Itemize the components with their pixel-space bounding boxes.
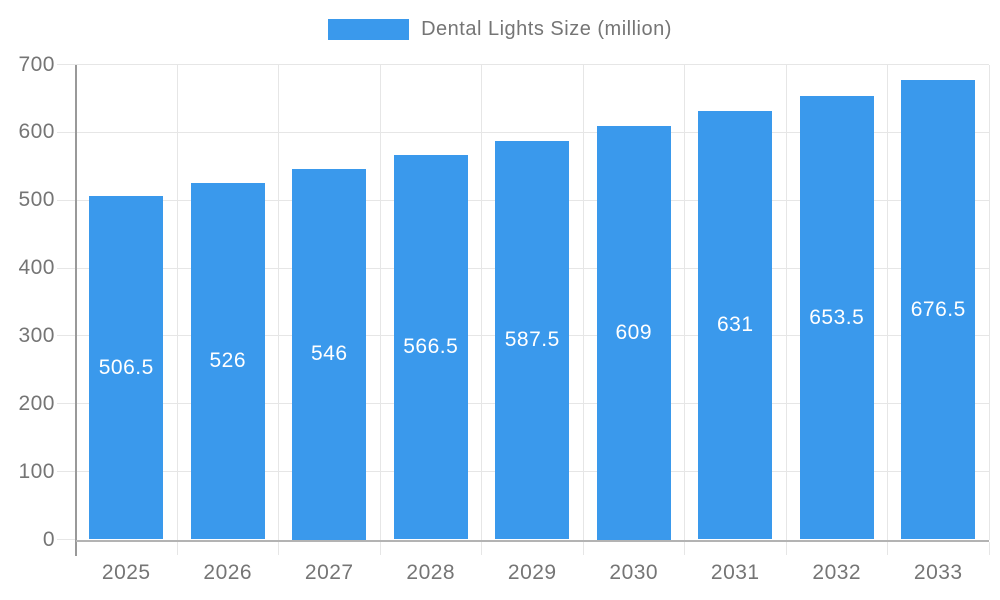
bar-value-label: 609 xyxy=(615,320,653,344)
y-axis-label: 0 xyxy=(42,527,55,551)
gridline-vertical xyxy=(379,64,381,540)
x-axis-baseline xyxy=(75,539,989,542)
bar[interactable] xyxy=(698,111,773,540)
gridline-vertical xyxy=(176,64,178,540)
bar-value-label: 653.5 xyxy=(809,305,865,329)
x-axis-tick xyxy=(379,541,381,555)
x-axis-label: 2029 xyxy=(507,561,557,584)
bar[interactable] xyxy=(799,96,874,540)
y-axis-tick xyxy=(57,539,76,540)
bar-value-label: 676.5 xyxy=(910,297,966,321)
x-axis-tick xyxy=(176,541,178,555)
bar[interactable] xyxy=(190,182,265,540)
y-axis-label: 100 xyxy=(18,459,55,483)
x-axis-label: 2033 xyxy=(913,561,963,584)
x-axis-label: 2025 xyxy=(101,561,151,584)
bar-value-label: 546 xyxy=(310,342,348,366)
x-axis-label: 2032 xyxy=(812,561,862,584)
gridline-horizontal xyxy=(57,64,989,65)
gridline-vertical xyxy=(785,64,787,540)
y-axis-line xyxy=(74,64,77,556)
bar[interactable] xyxy=(393,155,468,540)
gridline-vertical xyxy=(988,64,990,540)
y-axis-label: 500 xyxy=(18,188,55,212)
gridline-horizontal xyxy=(57,131,989,133)
gridline-vertical xyxy=(887,64,888,540)
x-axis-tick xyxy=(887,541,888,555)
x-axis-tick xyxy=(582,541,584,555)
x-axis-label: 2031 xyxy=(710,561,760,584)
bar-value-label: 587.5 xyxy=(504,328,560,352)
x-axis-label: 2026 xyxy=(203,561,253,584)
gridline-vertical xyxy=(684,64,685,540)
x-axis-label: 2030 xyxy=(609,561,659,584)
y-axis-label: 300 xyxy=(18,323,55,347)
bar[interactable] xyxy=(596,126,671,540)
legend[interactable]: Dental Lights Size (million) xyxy=(0,18,1000,41)
bar[interactable] xyxy=(89,195,164,540)
y-axis-label: 700 xyxy=(18,52,55,76)
x-axis-label: 2027 xyxy=(304,561,354,584)
y-axis-label: 600 xyxy=(18,120,55,144)
bar-value-label: 566.5 xyxy=(403,335,459,359)
legend-label: Dental Lights Size (million) xyxy=(421,18,672,40)
x-axis-tick xyxy=(684,541,685,555)
bar[interactable] xyxy=(901,80,976,540)
gridline-vertical xyxy=(582,64,584,540)
x-axis-tick xyxy=(278,541,279,555)
gridline-vertical xyxy=(481,64,482,540)
x-axis-tick xyxy=(481,541,482,555)
bar[interactable] xyxy=(292,169,367,540)
bar-value-label: 631 xyxy=(716,313,754,337)
y-axis-label: 200 xyxy=(18,391,55,415)
legend-swatch xyxy=(328,19,410,40)
x-axis-label: 2028 xyxy=(406,561,456,584)
x-axis-tick xyxy=(785,541,787,555)
bar-value-label: 506.5 xyxy=(98,355,154,379)
y-axis-label: 400 xyxy=(18,256,55,280)
gridline-vertical xyxy=(278,64,279,540)
x-axis-tick xyxy=(988,541,990,555)
bar-value-label: 526 xyxy=(209,349,247,373)
bar[interactable] xyxy=(495,140,570,540)
